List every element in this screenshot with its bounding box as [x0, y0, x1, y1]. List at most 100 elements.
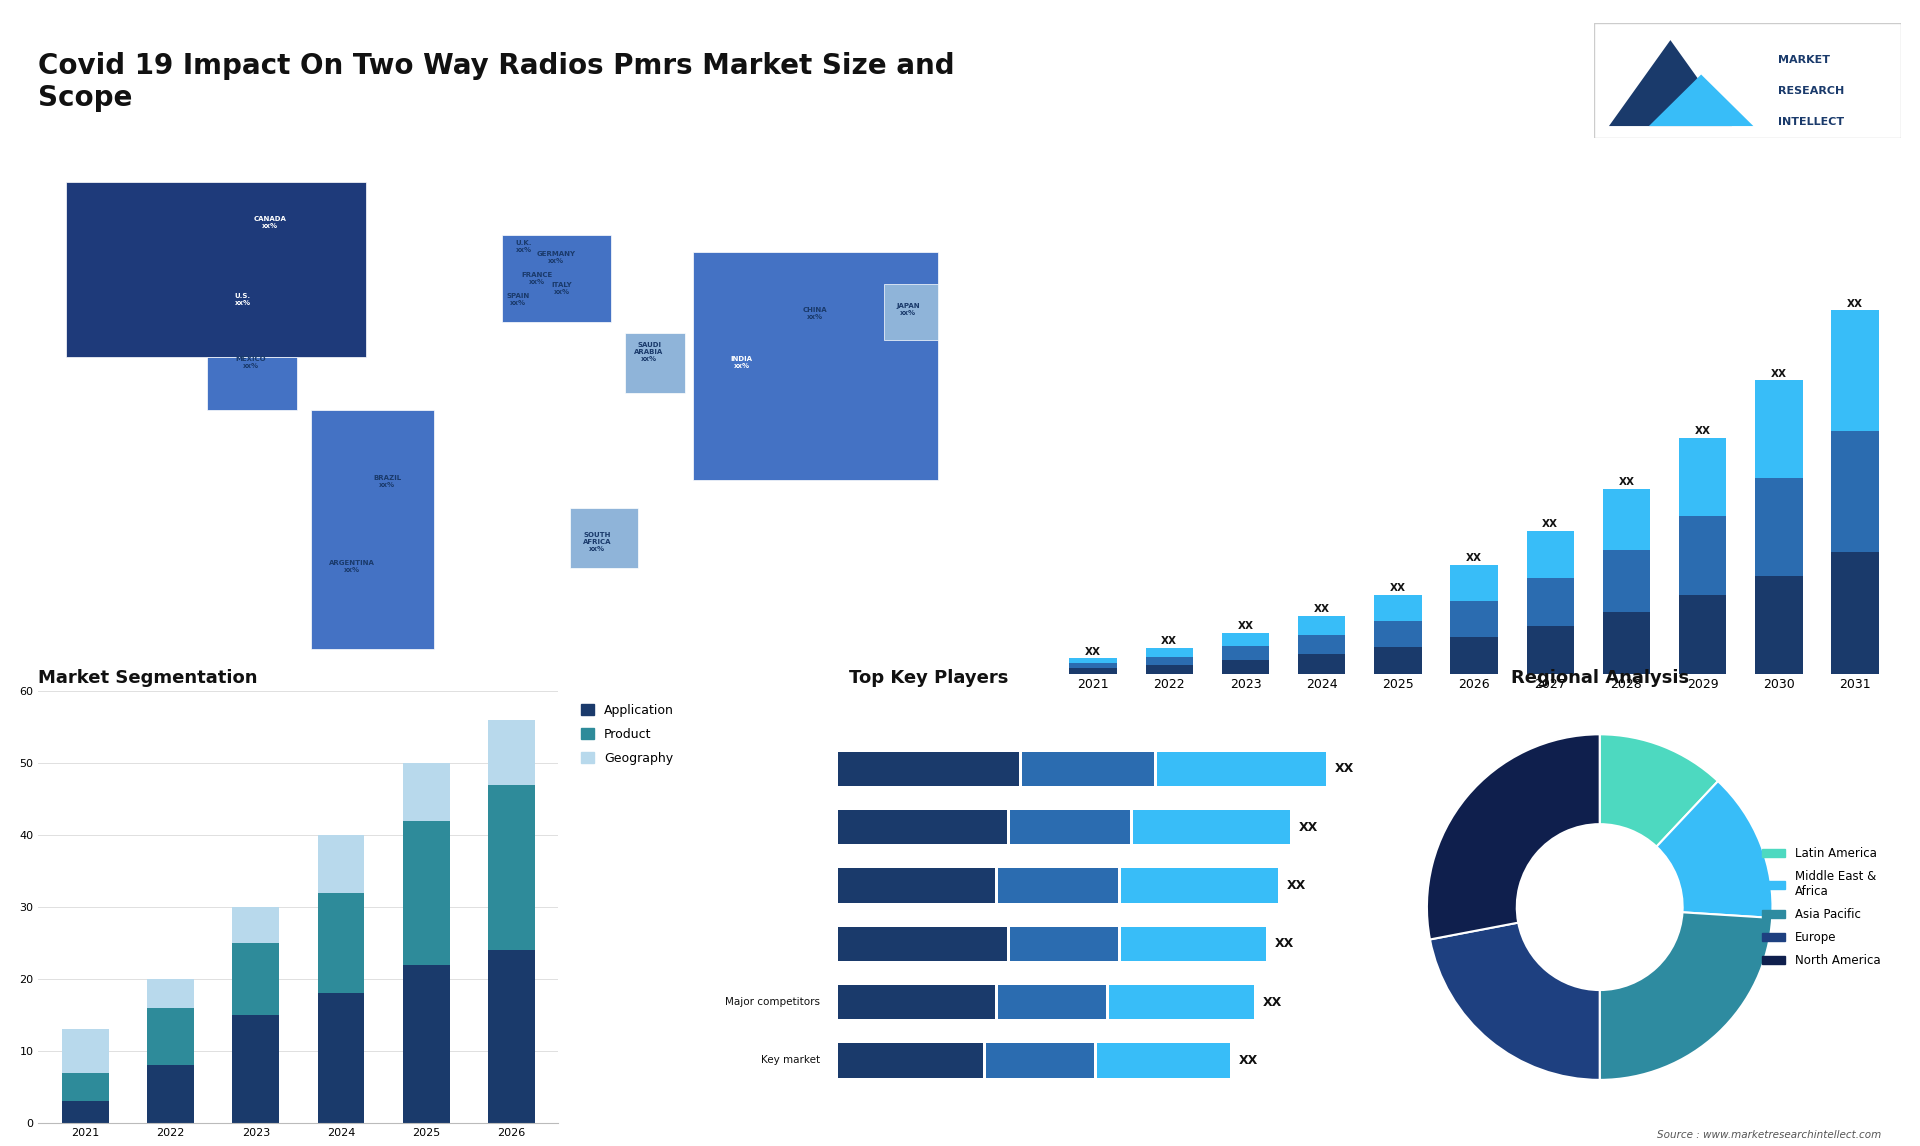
Bar [488, 785, 536, 950]
Bar [1146, 665, 1192, 674]
Text: SPAIN
xx%: SPAIN xx% [507, 292, 530, 306]
Text: SOUTH
AFRICA
xx%: SOUTH AFRICA xx% [584, 532, 612, 551]
Text: U.S.
xx%: U.S. xx% [234, 292, 252, 306]
Text: XX: XX [1238, 621, 1254, 631]
Bar [1526, 626, 1574, 674]
Text: SAUDI
ARABIA
xx%: SAUDI ARABIA xx% [634, 342, 664, 362]
Bar [1603, 612, 1649, 674]
Title: Regional Analysis: Regional Analysis [1511, 669, 1690, 686]
Bar [1146, 647, 1192, 657]
Bar [1603, 488, 1649, 550]
Text: XX: XX [1263, 996, 1283, 1008]
Text: CANADA
xx%: CANADA xx% [253, 215, 286, 228]
Bar [1110, 984, 1254, 1020]
Bar [1680, 517, 1726, 595]
Bar [1121, 926, 1265, 961]
Bar [232, 908, 278, 943]
Bar [1221, 646, 1269, 660]
Bar [1221, 660, 1269, 674]
Wedge shape [1427, 735, 1599, 940]
Bar [839, 752, 1020, 786]
Bar [1096, 1043, 1229, 1077]
Bar [998, 984, 1106, 1020]
Wedge shape [1599, 735, 1718, 847]
Bar [403, 821, 449, 965]
Text: CHINA
xx%: CHINA xx% [803, 307, 828, 320]
Polygon shape [1609, 40, 1732, 126]
Text: XX: XX [1162, 636, 1177, 646]
Text: MEXICO
xx%: MEXICO xx% [236, 356, 267, 369]
Polygon shape [311, 410, 434, 649]
Bar [317, 994, 365, 1123]
Bar [488, 720, 536, 785]
Text: XX: XX [1770, 369, 1788, 378]
Bar [61, 1073, 109, 1101]
Bar [1298, 635, 1346, 654]
Bar [317, 893, 365, 994]
Bar [61, 1101, 109, 1123]
Bar [839, 869, 995, 903]
Bar [403, 763, 449, 821]
Text: INTELLECT: INTELLECT [1778, 117, 1843, 127]
Bar [403, 965, 449, 1123]
Text: GERMANY
xx%: GERMANY xx% [538, 251, 576, 264]
Bar [1526, 579, 1574, 626]
Text: XX: XX [1695, 426, 1711, 435]
Wedge shape [1599, 912, 1772, 1080]
Bar [488, 950, 536, 1123]
Bar [998, 869, 1117, 903]
Bar [1158, 752, 1327, 786]
Bar [148, 979, 194, 1007]
Bar [1450, 602, 1498, 637]
Text: Market Segmentation: Market Segmentation [38, 669, 257, 686]
Legend: Latin America, Middle East &
Africa, Asia Pacific, Europe, North America: Latin America, Middle East & Africa, Asi… [1757, 842, 1885, 972]
Bar [1450, 637, 1498, 674]
Bar [1755, 575, 1803, 674]
Bar [1133, 810, 1290, 845]
Text: XX: XX [1390, 583, 1405, 592]
Bar [317, 835, 365, 893]
Text: U.K.
xx%: U.K. xx% [515, 241, 532, 253]
Bar [1680, 438, 1726, 517]
Text: XX: XX [1275, 937, 1294, 950]
Polygon shape [65, 182, 365, 358]
Bar [148, 1007, 194, 1066]
Bar [1832, 552, 1878, 674]
Bar [1450, 565, 1498, 602]
Bar [61, 1029, 109, 1073]
Bar [148, 1066, 194, 1123]
Bar [1121, 869, 1279, 903]
Bar [1069, 668, 1117, 674]
Bar [1832, 311, 1878, 431]
Bar [1603, 550, 1649, 612]
Bar [1375, 621, 1421, 647]
Text: XX: XX [1238, 1054, 1258, 1067]
Bar [1021, 752, 1154, 786]
Text: ARGENTINA
xx%: ARGENTINA xx% [328, 559, 374, 573]
Polygon shape [1649, 74, 1753, 126]
Bar [1146, 657, 1192, 665]
Bar [839, 984, 995, 1020]
Bar [1221, 633, 1269, 646]
Bar [1375, 595, 1421, 621]
Polygon shape [570, 509, 637, 568]
Text: RESEARCH: RESEARCH [1778, 86, 1845, 96]
Bar [1010, 926, 1117, 961]
Bar [232, 1015, 278, 1123]
Text: XX: XX [1847, 299, 1862, 308]
Polygon shape [207, 358, 298, 410]
Bar [1526, 531, 1574, 579]
Text: FRANCE
xx%: FRANCE xx% [522, 272, 553, 284]
Polygon shape [693, 252, 939, 480]
Text: XX: XX [1542, 519, 1559, 529]
Bar [1010, 810, 1131, 845]
Bar [1069, 658, 1117, 664]
Polygon shape [624, 332, 685, 393]
Wedge shape [1657, 782, 1772, 918]
Text: XX: XX [1286, 879, 1306, 892]
Text: Source : www.marketresearchintellect.com: Source : www.marketresearchintellect.com [1657, 1130, 1882, 1140]
Text: Major competitors: Major competitors [726, 997, 820, 1007]
Text: XX: XX [1313, 604, 1331, 614]
Bar [1298, 617, 1346, 635]
Text: Covid 19 Impact On Two Way Radios Pmrs Market Size and
Scope: Covid 19 Impact On Two Way Radios Pmrs M… [38, 52, 954, 112]
